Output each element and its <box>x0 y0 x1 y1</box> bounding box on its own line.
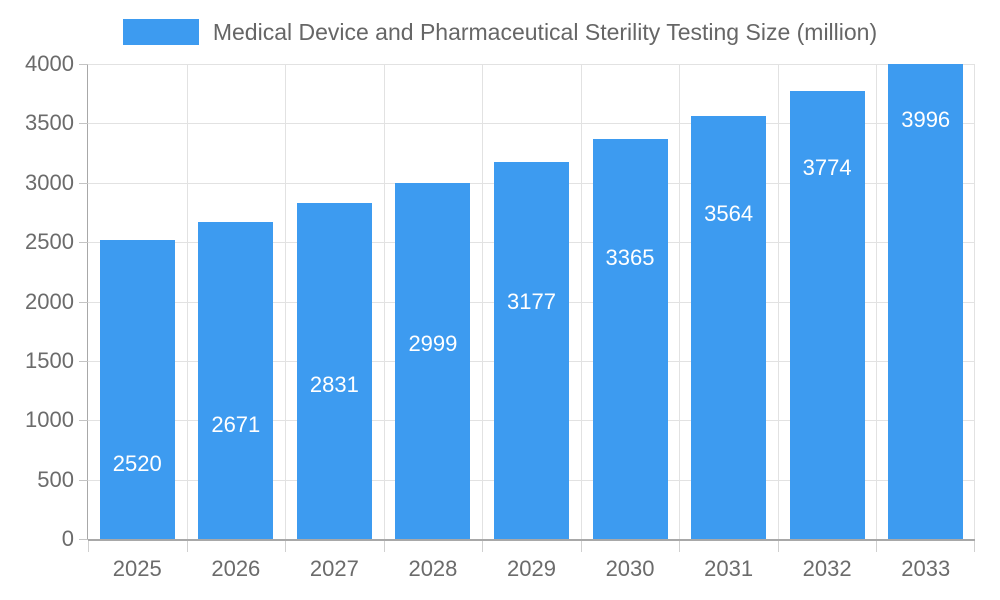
x-tick-mark <box>580 541 582 552</box>
x-gridline <box>187 64 188 539</box>
x-tick-mark <box>383 541 385 552</box>
bar[interactable] <box>395 182 471 539</box>
legend-series-label: Medical Device and Pharmaceutical Steril… <box>212 18 878 45</box>
x-axis-tick-label: 2028 <box>408 556 458 581</box>
x-gridline <box>581 64 582 539</box>
x-gridline <box>876 64 877 539</box>
x-gridline <box>974 64 975 539</box>
x-gridline <box>778 64 779 539</box>
bar-value-label: 3177 <box>507 288 556 314</box>
bar-group: 3996 <box>876 64 975 539</box>
bar-group: 3365 <box>581 64 680 539</box>
y-tick-mark <box>79 64 88 65</box>
bar[interactable] <box>99 239 175 539</box>
bar-group: 3177 <box>482 64 581 539</box>
bar-value-label: 3996 <box>901 107 951 133</box>
x-axis-tick-label: 2031 <box>704 556 754 581</box>
y-tick-mark <box>79 479 88 481</box>
bar-value-label: 3564 <box>704 200 754 226</box>
y-gridline <box>88 123 975 125</box>
chart-legend: Medical Device and Pharmaceutical Steril… <box>0 12 1000 52</box>
x-tick-mark <box>186 541 188 552</box>
x-axis-tick-label: 2032 <box>802 556 852 581</box>
x-axis-tick-label: 2029 <box>507 556 556 581</box>
y-tick-mark <box>79 242 88 244</box>
y-axis-tick-label: 500 <box>37 466 74 492</box>
y-tick-mark <box>79 301 88 303</box>
bar-value-label: 3774 <box>802 154 852 180</box>
x-tick-mark <box>285 541 287 552</box>
x-axis-tick-label: 2030 <box>605 556 655 581</box>
bar-group: 2999 <box>384 64 483 539</box>
y-tick-mark <box>79 539 88 540</box>
y-gridline <box>88 64 975 65</box>
bar-value-label: 3365 <box>605 245 655 271</box>
bar[interactable] <box>789 90 865 539</box>
x-gridline <box>285 64 286 539</box>
plot-area: 2520 2671 2831 2999 3177 3365 3564 3774 3996 <box>88 64 975 540</box>
x-axis-line <box>88 539 975 541</box>
x-gridline <box>482 64 483 539</box>
y-axis-tick-label: 1500 <box>25 347 74 373</box>
bar[interactable] <box>592 139 668 539</box>
bar-value-label: 2671 <box>211 411 261 437</box>
x-tick-mark <box>974 541 975 552</box>
y-axis-tick-label: 1000 <box>25 407 74 433</box>
bar[interactable] <box>493 161 569 539</box>
legend-color-swatch[interactable] <box>122 19 199 45</box>
bar-group: 2520 <box>88 64 187 539</box>
bar[interactable] <box>691 115 767 539</box>
x-axis-tick-label: 2027 <box>309 556 359 581</box>
x-tick-mark <box>876 541 878 552</box>
x-tick-mark <box>88 541 89 552</box>
y-axis-tick-label: 3500 <box>25 110 74 136</box>
x-axis-tick-label: 2026 <box>211 556 261 581</box>
bar-group: 2671 <box>187 64 286 539</box>
bar[interactable] <box>296 202 372 539</box>
x-axis-tick-label: 2033 <box>901 556 951 581</box>
x-gridline <box>384 64 385 539</box>
y-axis-tick-label: 0 <box>61 526 74 551</box>
x-tick-mark <box>482 541 484 552</box>
x-tick-mark <box>777 541 779 552</box>
x-axis-tick-label: 2025 <box>112 556 162 581</box>
y-axis-tick-label: 3000 <box>25 169 74 195</box>
y-tick-mark <box>79 123 88 125</box>
bar-value-label: 2831 <box>309 371 359 397</box>
y-tick-mark <box>79 182 88 184</box>
bar-group: 3564 <box>679 64 778 539</box>
bar-group: 2831 <box>285 64 384 539</box>
bar-group: 3774 <box>778 64 877 539</box>
y-tick-mark <box>79 360 88 362</box>
x-gridline <box>679 64 680 539</box>
bar-value-label: 2999 <box>408 330 458 356</box>
y-axis-tick-label: 2000 <box>25 288 74 314</box>
bar[interactable] <box>198 221 274 539</box>
y-axis-tick-label: 2500 <box>25 229 74 255</box>
x-tick-mark <box>679 541 681 552</box>
y-tick-mark <box>79 420 88 422</box>
y-axis-tick-label: 4000 <box>25 51 74 76</box>
bar[interactable] <box>888 64 964 539</box>
bar-value-label: 2520 <box>112 450 162 476</box>
